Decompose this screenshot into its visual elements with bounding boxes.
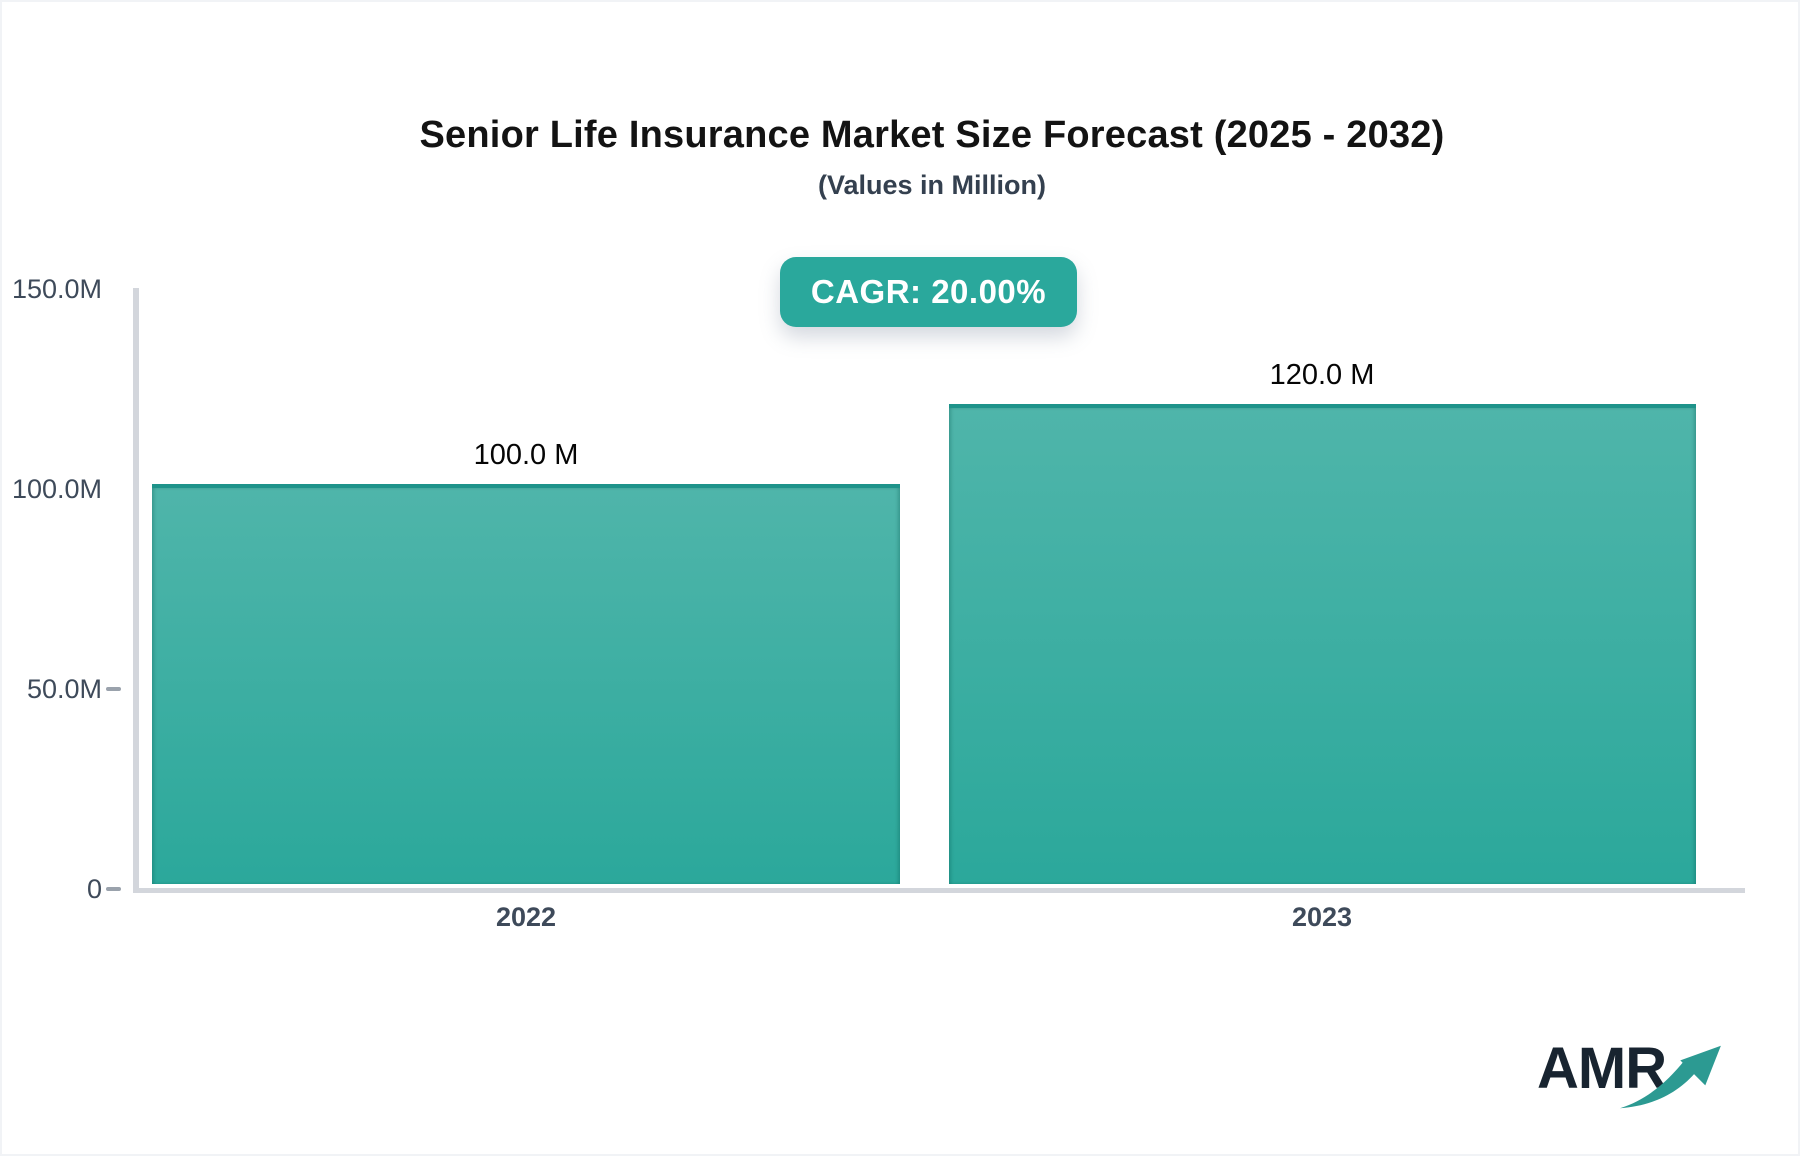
y-tick-dash-50m	[106, 687, 121, 691]
bar-2022	[152, 484, 900, 884]
y-axis-line	[133, 288, 139, 888]
x-tick-label-2022: 2022	[495, 902, 557, 932]
chart-title: Senior Life Insurance Market Size Foreca…	[419, 114, 1445, 156]
y-tick-label-0: 0	[86, 874, 102, 904]
y-tick-label-100m: 100.0M	[11, 474, 102, 504]
amr-logo: AMR	[1532, 1027, 1732, 1117]
x-axis-line	[133, 888, 1745, 893]
y-tick-label-50m: 50.0M	[26, 674, 102, 704]
chart-subtitle: (Values in Million)	[817, 170, 1047, 200]
growth-arrow-icon	[1620, 1045, 1721, 1109]
bar-value-label-2022: 100.0 M	[473, 439, 579, 471]
x-tick-label-2023: 2023	[1291, 902, 1353, 932]
bar-value-label-2023: 120.0 M	[1269, 359, 1375, 391]
y-tick-dash-0	[106, 887, 121, 891]
amr-logo-text: AMR	[1537, 1036, 1667, 1101]
cagr-badge: CAGR: 20.00%	[780, 257, 1077, 327]
y-tick-label-150m: 150.0M	[11, 274, 102, 304]
bar-2023	[949, 404, 1696, 884]
